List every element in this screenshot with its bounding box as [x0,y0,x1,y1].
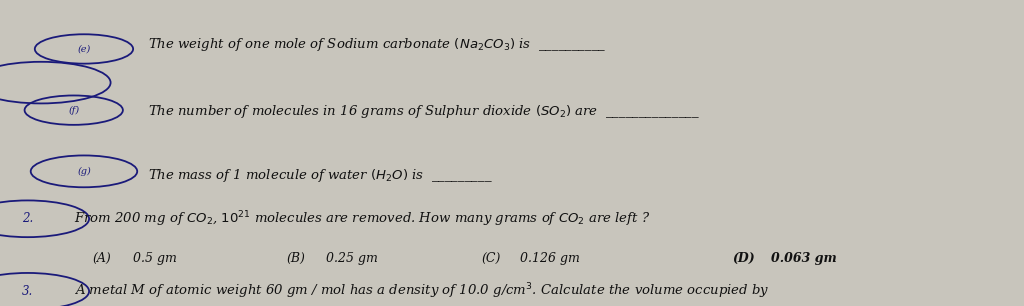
Text: The weight of one mole of Sodium carbonate $(Na_2CO_3)$ is  __________: The weight of one mole of Sodium carbona… [148,36,607,53]
Text: 2.: 2. [23,212,33,225]
Text: A metal M of atomic weight 60 gm / mol has a density of 10.0 g/cm$^3$. Calculate: A metal M of atomic weight 60 gm / mol h… [74,282,769,301]
Text: The number of molecules in 16 grams of Sulphur dioxide $(SO_2)$ are  ___________: The number of molecules in 16 grams of S… [148,103,700,120]
Text: (A): (A) [92,252,111,265]
Text: (D): (D) [732,252,755,265]
Text: 0.25 gm: 0.25 gm [326,252,378,265]
Text: 0.063 gm: 0.063 gm [771,252,837,265]
Text: (e): (e) [78,44,90,54]
Text: (B): (B) [287,252,305,265]
Text: (C): (C) [481,252,501,265]
Text: 3.: 3. [23,285,33,298]
Text: 0.5 gm: 0.5 gm [133,252,177,265]
Text: From 200 mg of $CO_2$, $10^{21}$ molecules are removed. How many grams of $CO_2$: From 200 mg of $CO_2$, $10^{21}$ molecul… [74,209,650,229]
Text: The mass of 1 molecule of water $(H_2O)$ is  _________: The mass of 1 molecule of water $(H_2O)$… [148,167,494,185]
Text: (f): (f) [69,106,79,115]
Text: 0.126 gm: 0.126 gm [520,252,580,265]
Text: (g): (g) [77,167,91,176]
